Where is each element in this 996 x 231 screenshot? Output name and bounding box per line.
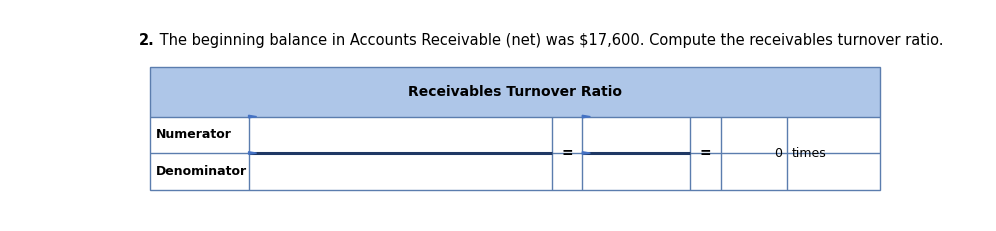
Polygon shape xyxy=(583,152,591,154)
Polygon shape xyxy=(249,115,257,118)
Text: 2.: 2. xyxy=(138,33,154,48)
Text: Numerator: Numerator xyxy=(155,128,231,141)
Bar xyxy=(150,67,880,190)
Polygon shape xyxy=(249,152,257,154)
Bar xyxy=(150,117,880,190)
Text: Receivables Turnover Ratio: Receivables Turnover Ratio xyxy=(408,85,622,99)
Text: =: = xyxy=(561,146,573,160)
Text: The beginning balance in Accounts Receivable (net) was $17,600. Compute the rece: The beginning balance in Accounts Receiv… xyxy=(155,33,944,48)
Polygon shape xyxy=(583,115,591,118)
Text: =: = xyxy=(700,146,711,160)
Text: Denominator: Denominator xyxy=(155,165,246,178)
Text: times: times xyxy=(792,147,826,160)
Text: 0: 0 xyxy=(774,147,782,160)
Bar xyxy=(150,67,880,117)
